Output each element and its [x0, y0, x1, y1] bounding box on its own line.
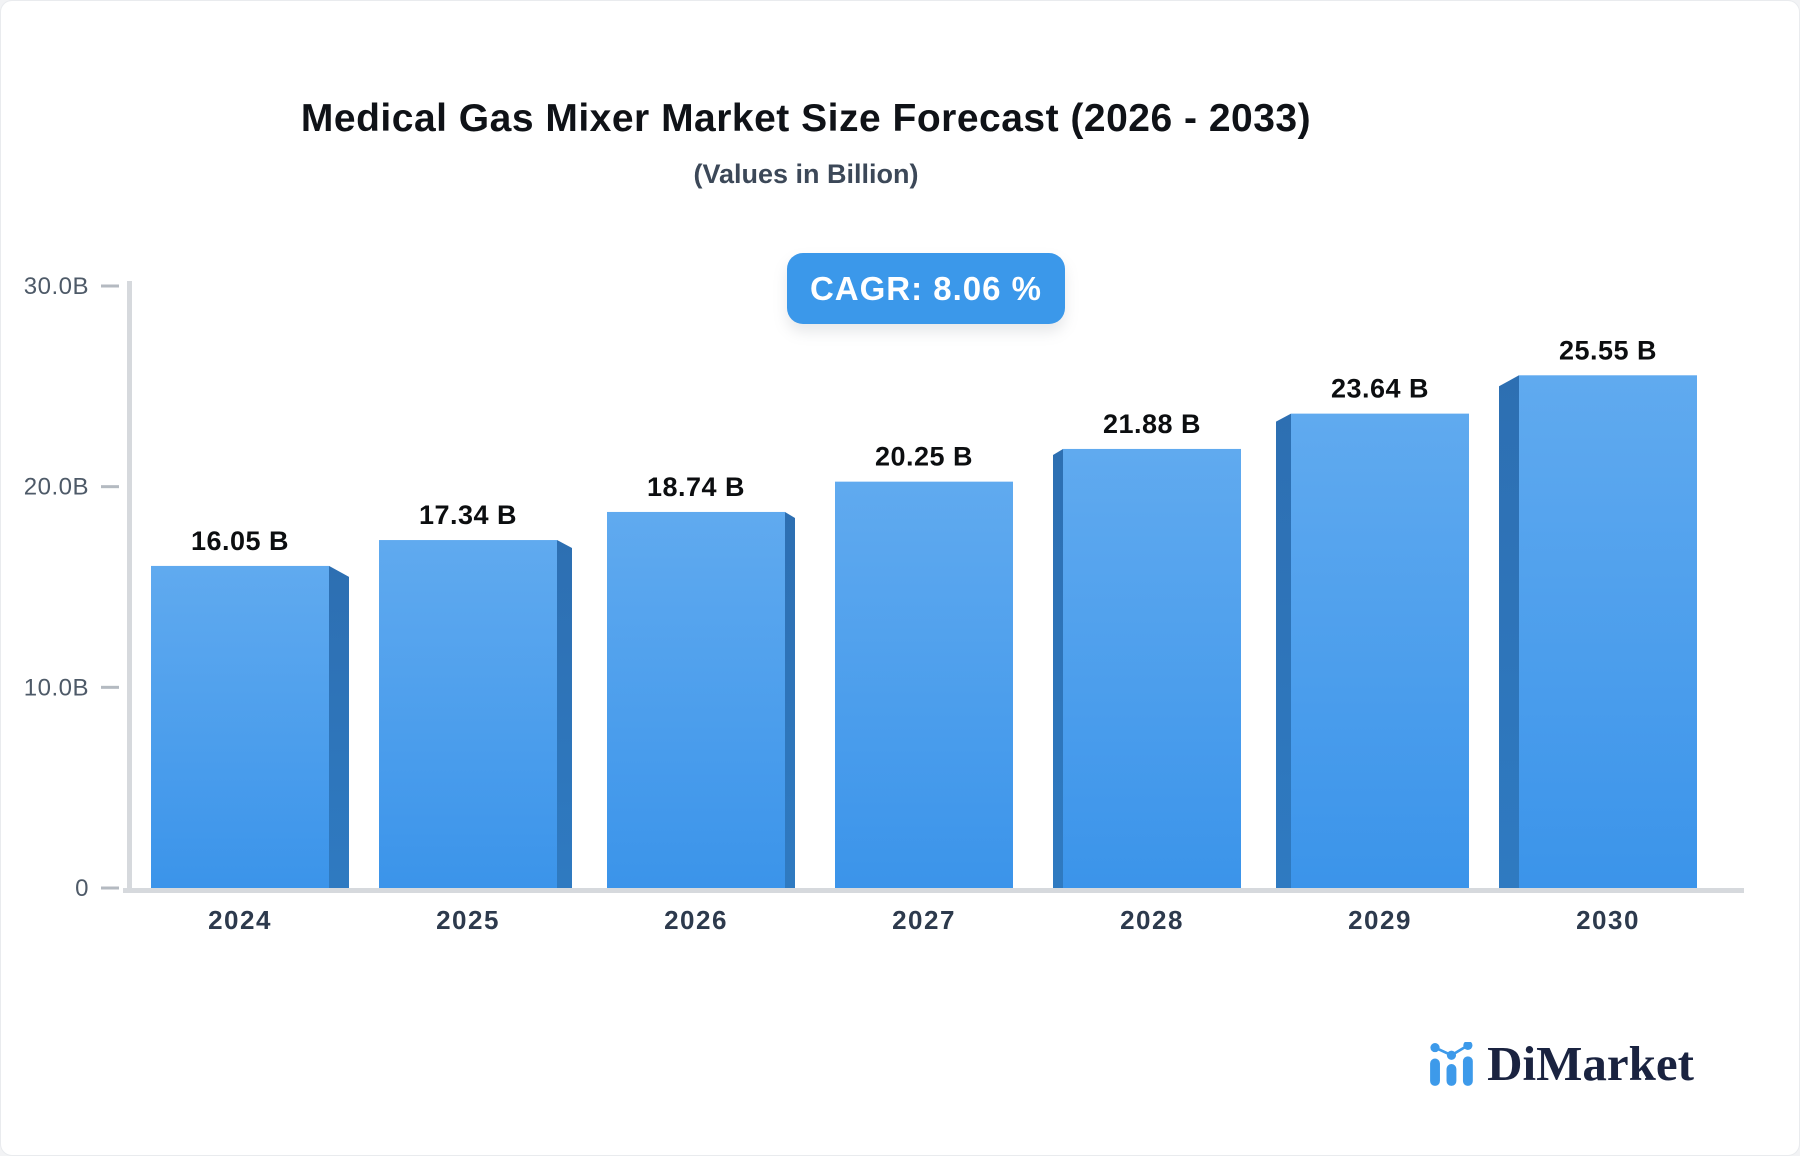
bar-2028	[1063, 448, 1241, 888]
chart-title: Medical Gas Mixer Market Size Forecast (…	[300, 97, 1312, 140]
bar-side-2024	[329, 565, 349, 888]
bar-value-label-2025: 17.34 B	[419, 500, 517, 530]
bar-chart-with-trend-dots-icon	[1430, 1041, 1473, 1086]
y-tick-0	[101, 886, 119, 890]
bar-value-label-2028: 21.88 B	[1103, 409, 1201, 439]
y-axis-label-20.0B: 20.0B	[24, 474, 89, 501]
bar-2029	[1291, 413, 1469, 888]
x-axis-label-2030: 2030	[1576, 905, 1640, 935]
bar-value-label-2030: 25.55 B	[1559, 335, 1657, 365]
y-axis-line	[127, 281, 132, 893]
x-axis-label-2024: 2024	[208, 905, 272, 935]
bar-2026	[607, 511, 785, 888]
y-axis-label-30.0B: 30.0B	[24, 273, 89, 300]
bar-value-label-2027: 20.25 B	[875, 442, 973, 472]
x-axis-label-2025: 2025	[436, 905, 500, 935]
bar-side-2029	[1276, 413, 1291, 888]
bar-value-label-2029: 23.64 B	[1331, 374, 1429, 404]
y-axis-label-10.0B: 10.0B	[24, 674, 89, 701]
bar-2030	[1519, 375, 1697, 889]
x-axis-label-2028: 2028	[1120, 905, 1184, 935]
bar-2025	[379, 540, 557, 888]
bar-side-2025	[557, 540, 572, 888]
dimarket-logo: DiMarket	[1429, 1039, 1694, 1088]
bar-side-2028	[1053, 448, 1063, 888]
bar-2024	[151, 565, 329, 888]
dimarket-logo-text: DiMarket	[1487, 1036, 1694, 1091]
y-tick-30.0B	[101, 284, 119, 288]
x-axis-label-2026: 2026	[664, 905, 728, 935]
bar-side-2026	[785, 511, 795, 888]
x-axis-label-2027: 2027	[892, 905, 956, 935]
bar-chart: 0 10.0B 20.0B 30.0B 16.05 B 2024 17.34 B 2025 18…	[24, 273, 1744, 935]
bar-2027	[835, 481, 1013, 888]
cagr-badge: CAGR: 8.06 %	[787, 253, 1065, 324]
x-axis-line	[123, 888, 1744, 893]
y-tick-20.0B	[101, 485, 119, 489]
y-axis-label-0: 0	[75, 875, 89, 902]
chart-subtitle: (Values in Billion)	[693, 159, 919, 189]
y-tick-10.0B	[101, 685, 119, 689]
x-axis-label-2029: 2029	[1348, 905, 1412, 935]
cagr-badge-label: CAGR: 8.06 %	[809, 269, 1043, 307]
bar-value-label-2024: 16.05 B	[191, 526, 289, 556]
bar-value-label-2026: 18.74 B	[647, 472, 745, 502]
bar-side-2030	[1499, 375, 1519, 889]
